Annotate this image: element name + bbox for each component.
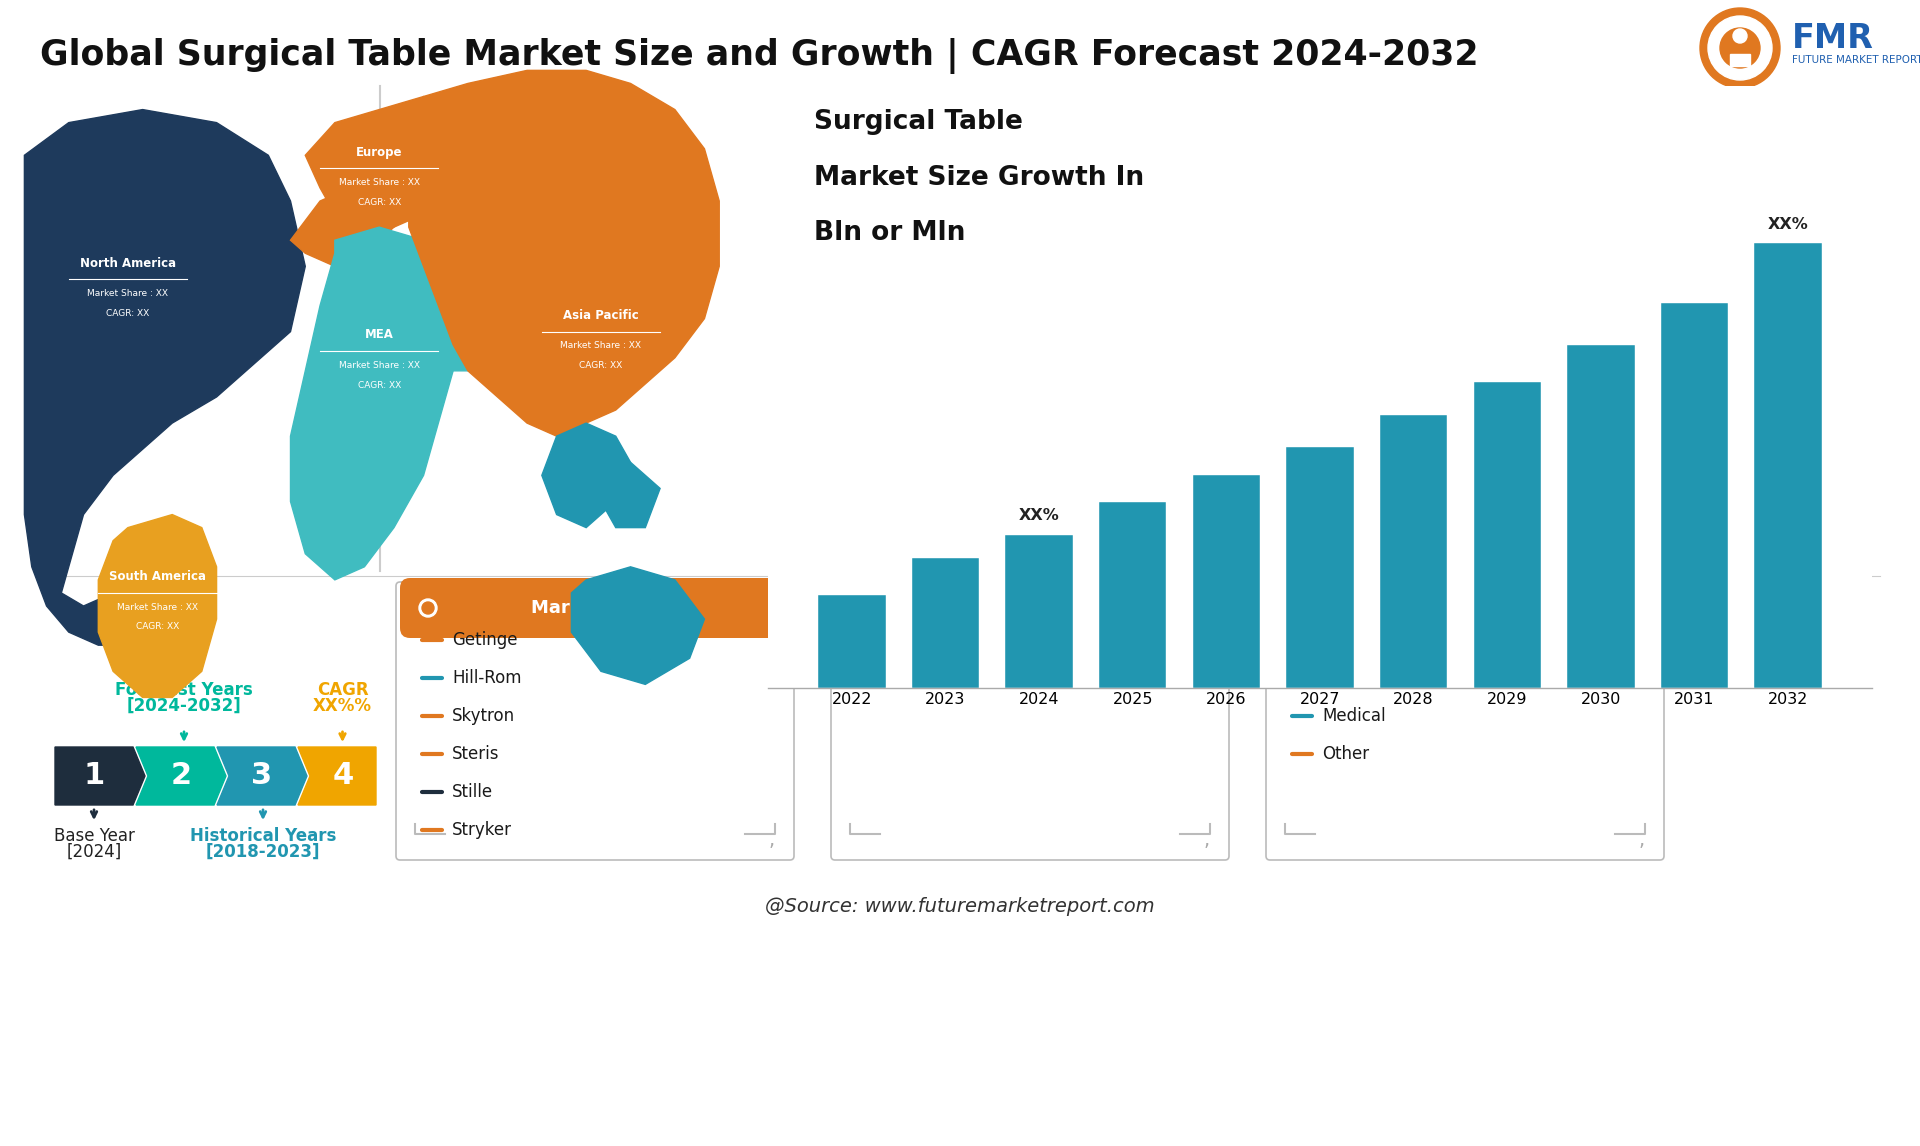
Text: CAGR: XX: CAGR: XX <box>106 308 150 317</box>
Circle shape <box>422 602 434 614</box>
Text: Stille: Stille <box>451 783 493 801</box>
Text: Medical: Medical <box>1323 707 1386 725</box>
Bar <box>912 558 979 688</box>
Text: Historical Years: Historical Years <box>190 827 336 845</box>
Circle shape <box>419 599 438 617</box>
Bar <box>1098 502 1167 688</box>
Polygon shape <box>98 515 217 698</box>
Text: 2: 2 <box>171 761 192 791</box>
Circle shape <box>1699 8 1780 88</box>
Text: Market players: Market players <box>532 599 684 617</box>
Text: Skytron: Skytron <box>451 707 515 725</box>
Text: Manual: Manual <box>887 669 947 686</box>
Text: Market Share : XX: Market Share : XX <box>561 342 641 351</box>
Text: CAGR: XX: CAGR: XX <box>580 361 622 370</box>
Bar <box>1473 382 1542 688</box>
Text: CAGR: CAGR <box>317 681 369 699</box>
Text: XX%: XX% <box>1020 509 1060 524</box>
Polygon shape <box>305 96 497 227</box>
FancyBboxPatch shape <box>396 582 795 860</box>
Circle shape <box>1292 602 1304 614</box>
Text: Market Share : XX: Market Share : XX <box>88 289 169 298</box>
Text: XX%: XX% <box>1768 217 1809 231</box>
Text: Stryker: Stryker <box>451 821 513 839</box>
Text: [2024-2032]: [2024-2032] <box>127 697 242 715</box>
Text: Europe: Europe <box>355 146 403 158</box>
Text: CAGR: XX: CAGR: XX <box>136 622 179 631</box>
Circle shape <box>1288 599 1308 617</box>
Text: Electrodynamic: Electrodynamic <box>887 631 1016 649</box>
Text: Hill-Rom: Hill-Rom <box>451 669 522 686</box>
Text: By type: By type <box>1004 599 1081 617</box>
Text: Surgical Table: Surgical Table <box>814 109 1023 135</box>
Text: @Source: www.futuremarketreport.com: @Source: www.futuremarketreport.com <box>766 896 1154 916</box>
FancyBboxPatch shape <box>399 578 789 638</box>
Bar <box>1567 345 1634 688</box>
Text: CAGR: XX: CAGR: XX <box>357 380 401 390</box>
FancyBboxPatch shape <box>831 582 1229 860</box>
Text: [2024]: [2024] <box>67 843 121 861</box>
Text: Steris: Steris <box>451 745 499 763</box>
Circle shape <box>1720 28 1761 68</box>
Text: Market Size Growth In: Market Size Growth In <box>814 165 1144 190</box>
Bar <box>818 595 885 688</box>
Polygon shape <box>298 747 376 804</box>
Bar <box>1380 415 1448 688</box>
Circle shape <box>1709 16 1772 80</box>
Text: Forecast Years: Forecast Years <box>115 681 253 699</box>
Polygon shape <box>56 747 146 804</box>
Text: Market Share : XX: Market Share : XX <box>117 603 198 612</box>
Polygon shape <box>290 227 468 580</box>
Text: North America: North America <box>81 257 177 269</box>
Text: Bln or Mln: Bln or Mln <box>814 220 966 246</box>
Text: Hospital: Hospital <box>1323 669 1390 686</box>
Circle shape <box>854 599 872 617</box>
Text: XX%%: XX%% <box>313 697 372 715</box>
Text: ,: , <box>1640 831 1645 849</box>
Text: By application: By application <box>1405 599 1549 617</box>
Polygon shape <box>290 188 394 266</box>
Text: Asia Pacific: Asia Pacific <box>563 309 639 322</box>
Text: [2018-2023]: [2018-2023] <box>205 843 321 861</box>
Polygon shape <box>217 747 307 804</box>
Text: ,: , <box>768 831 776 849</box>
Polygon shape <box>541 423 630 527</box>
Text: South America: South America <box>109 571 205 583</box>
Text: FMR: FMR <box>1791 22 1874 55</box>
Text: MEA: MEA <box>365 329 394 342</box>
Polygon shape <box>572 567 705 684</box>
Circle shape <box>1734 29 1747 44</box>
Polygon shape <box>1730 54 1749 66</box>
FancyBboxPatch shape <box>1265 582 1665 860</box>
Polygon shape <box>25 110 305 645</box>
Text: 1: 1 <box>83 761 104 791</box>
Polygon shape <box>601 462 660 527</box>
Text: Clinic: Clinic <box>1323 631 1367 649</box>
Text: Global Surgical Table Market Size and Growth | CAGR Forecast 2024-2032: Global Surgical Table Market Size and Gr… <box>40 38 1478 74</box>
Text: Market Share : XX: Market Share : XX <box>338 178 420 187</box>
Text: FUTURE MARKET REPORT: FUTURE MARKET REPORT <box>1791 55 1920 65</box>
Polygon shape <box>136 747 227 804</box>
Bar <box>1192 474 1260 688</box>
Text: Other: Other <box>1323 745 1369 763</box>
Text: Market Share : XX: Market Share : XX <box>338 361 420 370</box>
FancyBboxPatch shape <box>835 578 1225 638</box>
Bar <box>1755 243 1822 688</box>
Polygon shape <box>409 70 720 437</box>
Text: Base Year: Base Year <box>54 827 134 845</box>
Text: Getinge: Getinge <box>451 631 518 649</box>
Text: CAGR: XX: CAGR: XX <box>357 198 401 206</box>
Bar <box>1286 447 1354 688</box>
FancyBboxPatch shape <box>1269 578 1661 638</box>
Bar <box>1661 304 1728 688</box>
Bar <box>1006 535 1073 688</box>
Circle shape <box>856 602 870 614</box>
Text: 4: 4 <box>332 761 353 791</box>
Polygon shape <box>424 306 497 371</box>
Text: ,: , <box>1204 831 1210 849</box>
Text: 3: 3 <box>252 761 273 791</box>
